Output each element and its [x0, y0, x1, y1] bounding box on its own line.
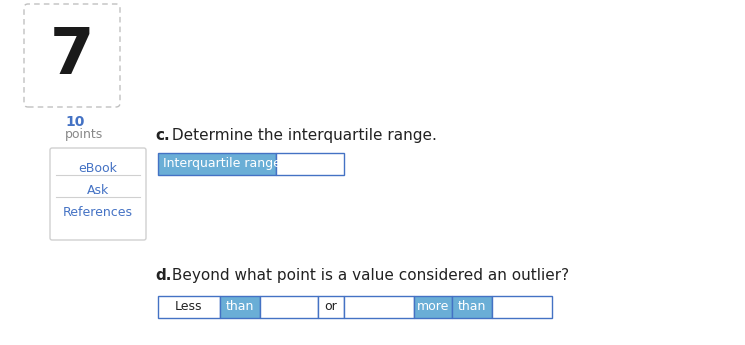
Bar — [158, 296, 220, 318]
FancyBboxPatch shape — [50, 148, 146, 240]
Bar — [276, 153, 344, 175]
Text: Less: Less — [175, 300, 203, 314]
Text: than: than — [458, 300, 486, 314]
Text: Beyond what point is a value considered an outlier?: Beyond what point is a value considered … — [167, 268, 569, 283]
Text: Interquartile range: Interquartile range — [163, 158, 281, 170]
Bar — [220, 296, 260, 318]
Bar — [260, 296, 318, 318]
Text: more: more — [416, 300, 449, 314]
Bar — [492, 296, 552, 318]
Bar — [414, 296, 452, 318]
Bar — [344, 296, 414, 318]
Text: or: or — [325, 300, 337, 314]
Bar — [452, 296, 492, 318]
Text: Ask: Ask — [87, 184, 109, 197]
Text: References: References — [63, 206, 133, 218]
Text: than: than — [226, 300, 254, 314]
Text: Determine the interquartile range.: Determine the interquartile range. — [167, 128, 437, 143]
Text: 7: 7 — [50, 24, 95, 87]
Text: eBook: eBook — [78, 161, 118, 175]
Text: 10: 10 — [65, 115, 84, 129]
Bar — [318, 296, 344, 318]
Text: points: points — [65, 128, 104, 141]
FancyBboxPatch shape — [24, 4, 120, 107]
Text: d.: d. — [155, 268, 171, 283]
Text: c.: c. — [155, 128, 170, 143]
Bar — [158, 153, 276, 175]
